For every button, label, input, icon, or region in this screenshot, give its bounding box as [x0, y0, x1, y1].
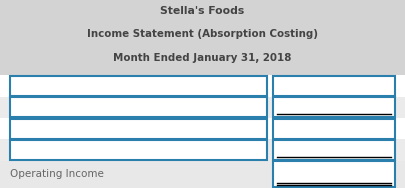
Text: Stella's Foods: Stella's Foods: [160, 6, 245, 16]
Bar: [0, 0, 405, 75]
Bar: [10, 97, 267, 117]
Bar: [10, 140, 267, 160]
Bar: [273, 97, 395, 117]
Bar: [0, 118, 405, 139]
Bar: [0, 75, 405, 97]
Bar: [273, 140, 395, 160]
Bar: [273, 161, 395, 187]
Bar: [0, 161, 405, 188]
Text: Month Ended January 31, 2018: Month Ended January 31, 2018: [113, 53, 292, 63]
Bar: [0, 139, 405, 161]
Bar: [273, 119, 395, 139]
Bar: [0, 97, 405, 118]
Bar: [10, 76, 267, 96]
Text: Income Statement (Absorption Costing): Income Statement (Absorption Costing): [87, 29, 318, 39]
Text: Operating Income: Operating Income: [10, 169, 104, 179]
Bar: [10, 119, 267, 139]
Bar: [273, 76, 395, 96]
